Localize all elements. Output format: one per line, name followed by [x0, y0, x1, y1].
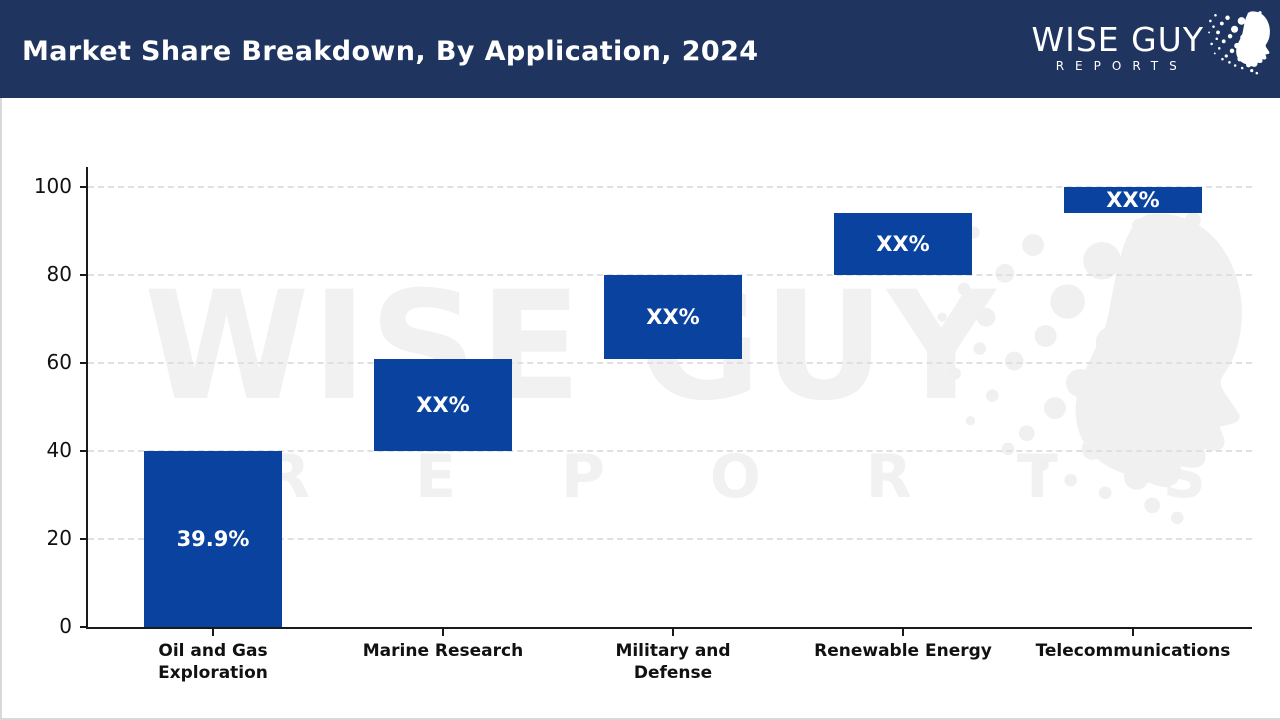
gridline-y100 [88, 186, 1252, 188]
bar-value-label: XX% [1106, 188, 1160, 213]
x-axis-category-label: Oil and Gas Exploration [158, 641, 268, 683]
x-axis-category-label: Telecommunications [1035, 641, 1231, 661]
bar-value-label: XX% [646, 304, 700, 329]
gridline-y40 [88, 450, 1252, 452]
y-axis-tick-label: 100 [33, 174, 72, 198]
bar-1: 39.9% [144, 451, 282, 627]
x-axis-category-label: Military and Defense [615, 641, 731, 683]
page-title: Market Share Breakdown, By Application, … [22, 36, 759, 67]
watermark-subtext: R E P O R T S [264, 442, 1248, 512]
x-axis-tick [212, 629, 214, 636]
y-axis-tick [80, 626, 88, 628]
y-axis-tick-label: 0 [59, 614, 72, 638]
y-axis-tick-label: 20 [46, 526, 72, 550]
y-axis-line [86, 167, 88, 629]
y-axis-tick [80, 450, 88, 452]
x-axis-tick [672, 629, 674, 636]
gridline-y60 [88, 362, 1252, 364]
x-axis-category-label: Renewable Energy [814, 641, 992, 661]
x-axis-tick [902, 629, 904, 636]
y-axis-tick-label: 80 [46, 262, 72, 286]
brand-logo-name: WISE GUY [1031, 20, 1204, 59]
bar-value-label: 39.9% [176, 527, 250, 552]
bar-value-label: XX% [876, 232, 930, 257]
x-axis-tick [1132, 629, 1134, 636]
x-axis-tick [442, 629, 444, 636]
y-axis-tick [80, 274, 88, 276]
x-axis-category-label: Marine Research [362, 641, 524, 661]
y-axis-tick [80, 538, 88, 540]
bar-3: XX% [604, 275, 742, 359]
header-bar: Market Share Breakdown, By Application, … [0, 0, 1280, 98]
bar-4: XX% [834, 213, 972, 275]
y-axis-tick-label: 40 [46, 438, 72, 462]
y-axis-tick-label: 60 [46, 350, 72, 374]
bar-5: XX% [1064, 187, 1202, 214]
bar-2: XX% [374, 358, 512, 452]
gridline-y20 [88, 538, 1252, 540]
watermark-text: WISE GUY [144, 260, 998, 434]
x-axis-line [86, 627, 1252, 629]
bar-value-label: XX% [416, 393, 470, 417]
y-axis-tick [80, 186, 88, 188]
brand-logo-subtitle: REPORTS [1055, 59, 1188, 73]
y-axis-tick [80, 362, 88, 364]
brand-logo: WISE GUY REPORTS [1031, 20, 1204, 74]
